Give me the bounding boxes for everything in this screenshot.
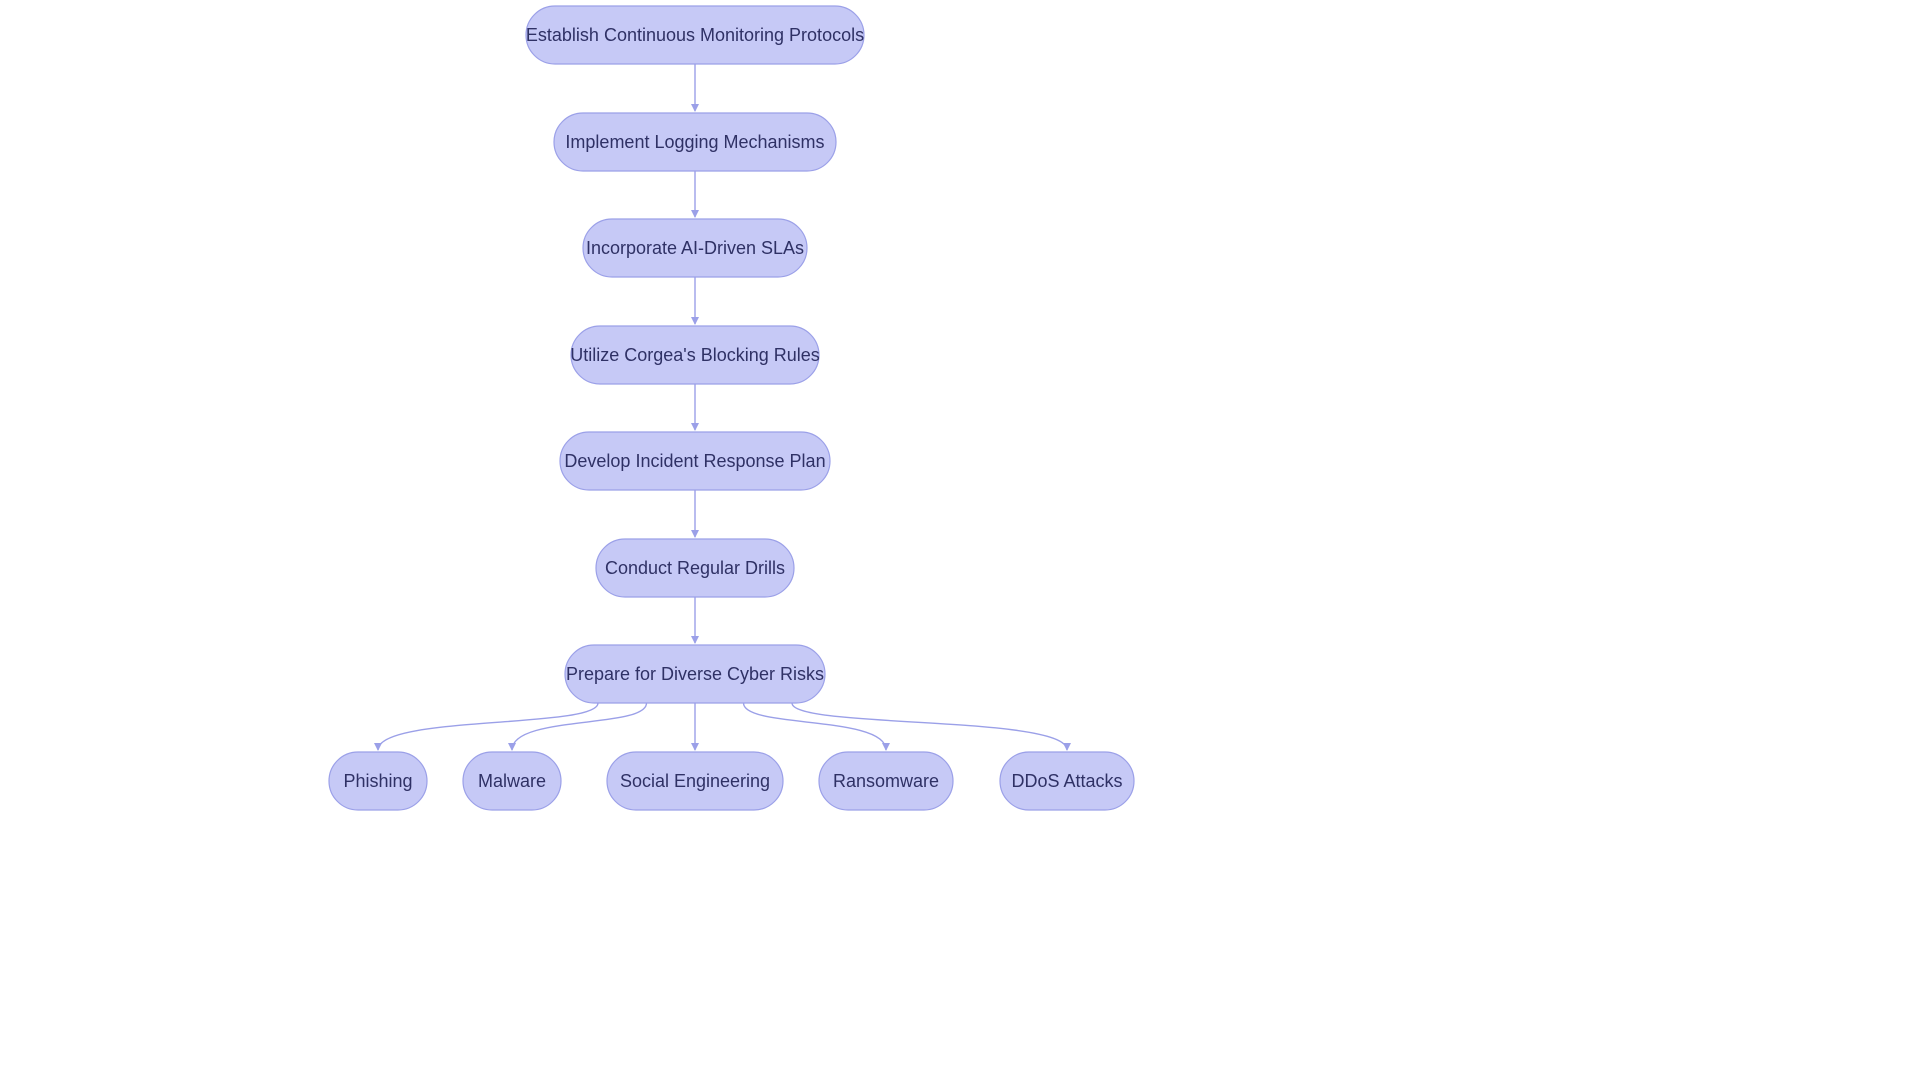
flowchart-node: Incorporate AI-Driven SLAs [583, 219, 807, 277]
flowchart-node: Utilize Corgea's Blocking Rules [570, 326, 820, 384]
flowchart-node: Conduct Regular Drills [596, 539, 794, 597]
node-label: Prepare for Diverse Cyber Risks [566, 664, 824, 684]
node-label: Develop Incident Response Plan [564, 451, 825, 471]
flowchart-edge [512, 703, 647, 750]
node-label: Ransomware [833, 771, 939, 791]
node-label: Phishing [343, 771, 412, 791]
flowchart-node: Implement Logging Mechanisms [554, 113, 836, 171]
node-label: Conduct Regular Drills [605, 558, 785, 578]
flowchart-edge [744, 703, 887, 750]
flowchart-node: Social Engineering [607, 752, 783, 810]
flowchart-node: Malware [463, 752, 561, 810]
node-label: Implement Logging Mechanisms [565, 132, 824, 152]
node-label: Social Engineering [620, 771, 770, 791]
node-label: Malware [478, 771, 546, 791]
flowchart-canvas: Establish Continuous Monitoring Protocol… [0, 0, 1920, 1083]
flowchart-edge [792, 703, 1067, 750]
node-label: Utilize Corgea's Blocking Rules [570, 345, 820, 365]
flowchart-node: Phishing [329, 752, 427, 810]
nodes-layer: Establish Continuous Monitoring Protocol… [329, 6, 1134, 810]
flowchart-node: Develop Incident Response Plan [560, 432, 830, 490]
node-label: DDoS Attacks [1011, 771, 1122, 791]
flowchart-node: DDoS Attacks [1000, 752, 1134, 810]
flowchart-edge [378, 703, 598, 750]
flowchart-node: Ransomware [819, 752, 953, 810]
flowchart-node: Establish Continuous Monitoring Protocol… [526, 6, 864, 64]
flowchart-node: Prepare for Diverse Cyber Risks [565, 645, 825, 703]
node-label: Establish Continuous Monitoring Protocol… [526, 25, 864, 45]
node-label: Incorporate AI-Driven SLAs [586, 238, 804, 258]
